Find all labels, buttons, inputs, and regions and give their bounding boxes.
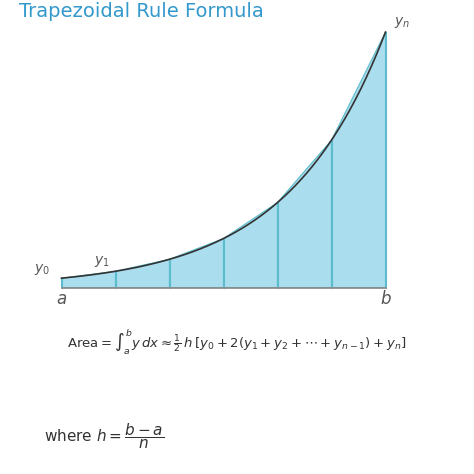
- Text: $\mathrm{where\ } h = \dfrac{b - a}{n}$: $\mathrm{where\ } h = \dfrac{b - a}{n}$: [44, 421, 164, 451]
- Text: $\mathrm{Area} = \int_a^b y\,dx \approx \frac{1}{2}\,h\,[y_0 + 2(y_1 + y_2 + \cd: $\mathrm{Area} = \int_a^b y\,dx \approx …: [67, 327, 407, 356]
- Text: $y_n$: $y_n$: [393, 16, 410, 30]
- Polygon shape: [277, 140, 331, 288]
- Text: Trapezoidal Rule Formula: Trapezoidal Rule Formula: [19, 2, 264, 21]
- Polygon shape: [62, 271, 116, 288]
- Text: b: b: [380, 290, 391, 308]
- Text: $y_0$: $y_0$: [34, 262, 50, 277]
- Polygon shape: [170, 238, 224, 288]
- Polygon shape: [224, 202, 277, 288]
- Text: a: a: [56, 290, 67, 308]
- Polygon shape: [331, 32, 385, 288]
- Polygon shape: [116, 259, 170, 288]
- Text: $y_1$: $y_1$: [94, 254, 110, 269]
